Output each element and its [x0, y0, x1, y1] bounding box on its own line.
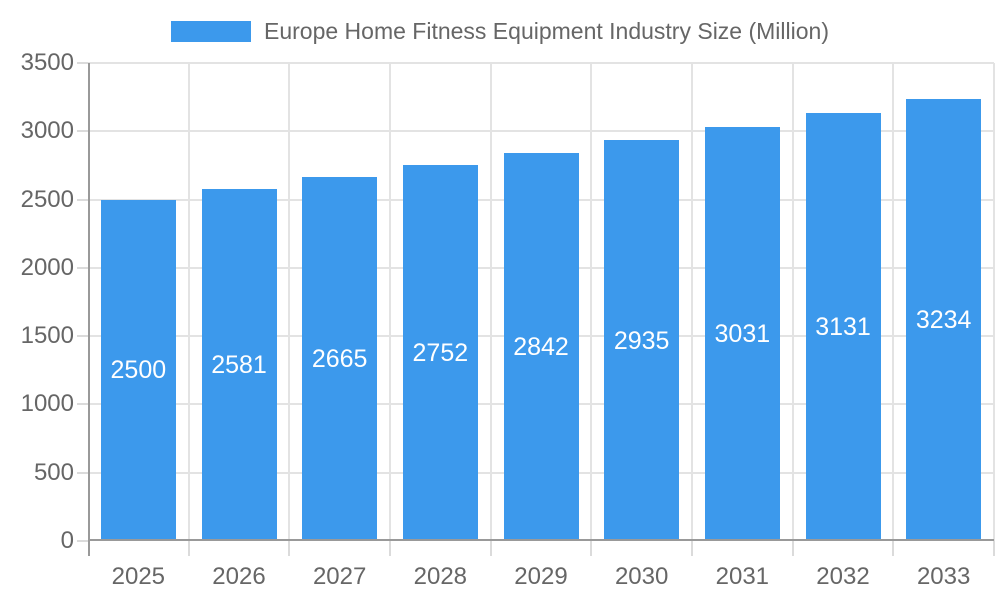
y-tick-label: 2000: [20, 253, 74, 281]
bar-value-label: 3031: [714, 320, 771, 348]
y-tick-label: 2500: [20, 185, 74, 213]
chart-legend[interactable]: Europe Home Fitness Equipment Industry S…: [0, 16, 1000, 46]
y-tick-label: 1000: [20, 390, 74, 418]
x-tick-label: 2030: [614, 563, 669, 590]
y-gridline: [88, 130, 994, 133]
bar[interactable]: [906, 99, 982, 541]
x-gridline: [590, 63, 593, 541]
x-tick-label: 2032: [816, 563, 870, 590]
x-tick: [791, 541, 794, 556]
legend-label: Europe Home Fitness Equipment Industry S…: [263, 17, 829, 44]
bar[interactable]: [402, 165, 478, 541]
bar-value-label: 2500: [110, 356, 167, 385]
x-gridline: [993, 63, 995, 541]
x-gridline: [389, 63, 391, 541]
y-tick-label: 3000: [20, 117, 74, 145]
bar[interactable]: [503, 152, 579, 541]
x-tick: [993, 541, 995, 556]
x-tick: [892, 541, 895, 556]
y-tick: [77, 540, 88, 542]
y-tick-label: 500: [33, 458, 74, 486]
bar-value-label: 2842: [513, 332, 569, 361]
x-tick: [288, 541, 291, 556]
y-tick-label: 0: [60, 527, 74, 554]
x-gridline: [489, 63, 492, 541]
x-tick-label: 2031: [715, 563, 770, 590]
x-tick: [187, 541, 190, 556]
bar[interactable]: [704, 127, 780, 541]
x-gridline: [691, 63, 693, 541]
x-tick-label: 2033: [916, 563, 971, 590]
bar[interactable]: [100, 199, 176, 541]
x-tick: [389, 541, 391, 556]
y-tick-label: 3500: [20, 49, 74, 76]
x-tick-label: 2029: [514, 563, 568, 590]
y-tick-label: 1500: [20, 322, 74, 350]
x-axis-line: [88, 539, 994, 541]
bar[interactable]: [201, 188, 277, 541]
plot-area: 0 500 1000 1500 2000 2500 3000 3500 2500 2025 2581…: [21, 49, 995, 590]
x-tick-label: 2025: [111, 563, 166, 590]
x-tick-label: 2026: [212, 563, 266, 590]
bar[interactable]: [604, 140, 680, 541]
bar[interactable]: [302, 177, 378, 541]
y-tick: [77, 403, 88, 406]
y-tick: [77, 198, 88, 201]
legend-swatch: [170, 20, 251, 42]
x-gridline: [187, 63, 190, 541]
bar-value-label: 2581: [211, 350, 267, 379]
y-tick: [77, 335, 88, 338]
x-gridline: [288, 63, 291, 541]
bar[interactable]: [805, 113, 881, 541]
x-tick: [691, 541, 693, 556]
y-gridline: [88, 62, 994, 64]
bar-value-label: 2935: [613, 326, 670, 355]
x-gridline: [791, 63, 794, 541]
y-tick: [77, 130, 88, 133]
x-tick: [489, 541, 492, 556]
y-axis-line: [88, 63, 90, 556]
x-tick-label: 2028: [413, 563, 468, 590]
bar-value-label: 2665: [311, 345, 368, 373]
y-tick: [77, 62, 88, 64]
bar-value-label: 3131: [815, 313, 871, 342]
x-tick: [590, 541, 593, 556]
bar-value-label: 3234: [915, 306, 972, 335]
x-gridline: [892, 63, 895, 541]
bar-value-label: 2752: [412, 339, 469, 368]
y-tick: [77, 471, 88, 474]
x-tick-label: 2027: [312, 563, 367, 590]
y-tick: [77, 266, 88, 269]
